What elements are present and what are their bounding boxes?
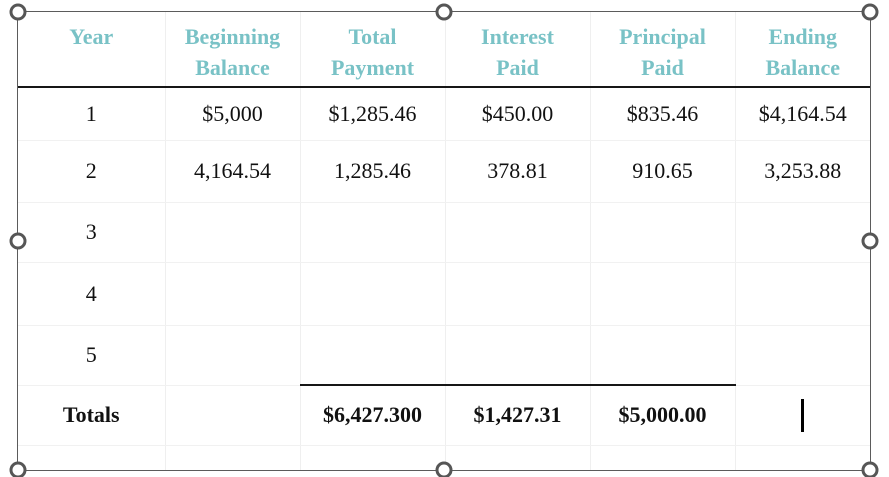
header-line: Paid: [496, 55, 539, 80]
cell-3-total-payment[interactable]: [300, 202, 446, 263]
header-line: Payment: [330, 55, 415, 80]
cell-2-interest-paid[interactable]: 378.81: [445, 140, 591, 203]
cell-1-total-payment[interactable]: $1,285.46: [300, 87, 446, 141]
cell-3-ending-balance[interactable]: [735, 202, 870, 263]
cell-1-year[interactable]: 1: [18, 87, 166, 141]
resize-handle-top-center[interactable]: [435, 3, 453, 21]
header-row: Year Beginning Balance Total Payment Int…: [18, 12, 870, 88]
empty-cell[interactable]: [300, 445, 446, 470]
empty-cell[interactable]: [445, 445, 591, 470]
empty-cell[interactable]: [18, 445, 166, 470]
cell-4-year[interactable]: 4: [18, 262, 166, 326]
totals-row: Totals $6,427.300 $1,427.31 $5,000.00: [18, 384, 870, 446]
amortization-table: Year Beginning Balance Total Payment Int…: [18, 12, 870, 470]
column-header-interest-paid[interactable]: Interest Paid: [445, 12, 591, 88]
totals-ending-balance[interactable]: [735, 385, 870, 446]
table-row: 3: [18, 202, 870, 263]
header-line: Total: [348, 24, 397, 49]
resize-handle-top-left[interactable]: [9, 3, 27, 21]
header-line: Beginning: [184, 24, 281, 49]
table-row: 5: [18, 325, 870, 386]
totals-total-payment[interactable]: $6,427.300: [300, 384, 446, 446]
cell-1-beginning-balance[interactable]: $5,000: [165, 87, 301, 141]
table-row: 2 4,164.54 1,285.46 378.81 910.65 3,253.…: [18, 140, 870, 203]
column-header-ending-balance[interactable]: Ending Balance: [735, 12, 870, 88]
cell-1-principal-paid[interactable]: $835.46: [590, 87, 736, 141]
cell-5-total-payment[interactable]: [300, 325, 446, 386]
header-line: Year: [69, 24, 114, 49]
column-header-year[interactable]: Year: [18, 12, 166, 88]
table-row: 1 $5,000 $1,285.46 $450.00 $835.46 $4,16…: [18, 87, 870, 141]
empty-cell[interactable]: [165, 445, 301, 470]
column-header-principal-paid[interactable]: Principal Paid: [590, 12, 736, 88]
cell-4-principal-paid[interactable]: [590, 262, 736, 326]
table-row: [18, 445, 870, 470]
resize-handle-middle-right[interactable]: [861, 232, 879, 250]
table-selection-frame[interactable]: Year Beginning Balance Total Payment Int…: [9, 3, 879, 477]
resize-handle-bottom-center[interactable]: [435, 461, 453, 477]
cell-2-year[interactable]: 2: [18, 140, 166, 203]
header-line: Interest: [481, 24, 554, 49]
cell-5-interest-paid[interactable]: [445, 325, 591, 386]
cell-4-total-payment[interactable]: [300, 262, 446, 326]
cell-5-ending-balance[interactable]: [735, 325, 870, 386]
resize-handle-middle-left[interactable]: [9, 232, 27, 250]
cell-2-principal-paid[interactable]: 910.65: [590, 140, 736, 203]
resize-handle-bottom-left[interactable]: [9, 461, 27, 477]
text-cursor: [801, 398, 805, 432]
cell-2-beginning-balance[interactable]: 4,164.54: [165, 140, 301, 203]
cell-3-year[interactable]: 3: [18, 202, 166, 263]
cell-2-ending-balance[interactable]: 3,253.88: [735, 140, 870, 203]
totals-principal-paid[interactable]: $5,000.00: [590, 384, 736, 446]
header-line: Principal: [619, 24, 706, 49]
header-line: Ending: [768, 24, 838, 49]
totals-interest-paid[interactable]: $1,427.31: [445, 384, 591, 446]
cell-2-total-payment[interactable]: 1,285.46: [300, 140, 446, 203]
totals-label-cell[interactable]: Totals: [18, 385, 166, 446]
cell-5-beginning-balance[interactable]: [165, 325, 301, 386]
cell-3-principal-paid[interactable]: [590, 202, 736, 263]
resize-handle-top-right[interactable]: [861, 3, 879, 21]
cell-4-beginning-balance[interactable]: [165, 262, 301, 326]
empty-cell[interactable]: [735, 445, 870, 470]
cell-1-interest-paid[interactable]: $450.00: [445, 87, 591, 141]
cell-5-principal-paid[interactable]: [590, 325, 736, 386]
cell-3-beginning-balance[interactable]: [165, 202, 301, 263]
header-line: Balance: [765, 55, 841, 80]
totals-beginning-balance[interactable]: [165, 385, 301, 446]
empty-cell[interactable]: [590, 445, 736, 470]
column-header-total-payment[interactable]: Total Payment: [300, 12, 446, 88]
cell-4-interest-paid[interactable]: [445, 262, 591, 326]
header-line: Paid: [641, 55, 684, 80]
cell-4-ending-balance[interactable]: [735, 262, 870, 326]
column-header-beginning-balance[interactable]: Beginning Balance: [165, 12, 301, 88]
header-line: Balance: [195, 55, 270, 80]
cell-5-year[interactable]: 5: [18, 325, 166, 386]
cell-1-ending-balance[interactable]: $4,164.54: [735, 87, 870, 141]
table-row: 4: [18, 262, 870, 326]
resize-handle-bottom-right[interactable]: [861, 461, 879, 477]
cell-3-interest-paid[interactable]: [445, 202, 591, 263]
